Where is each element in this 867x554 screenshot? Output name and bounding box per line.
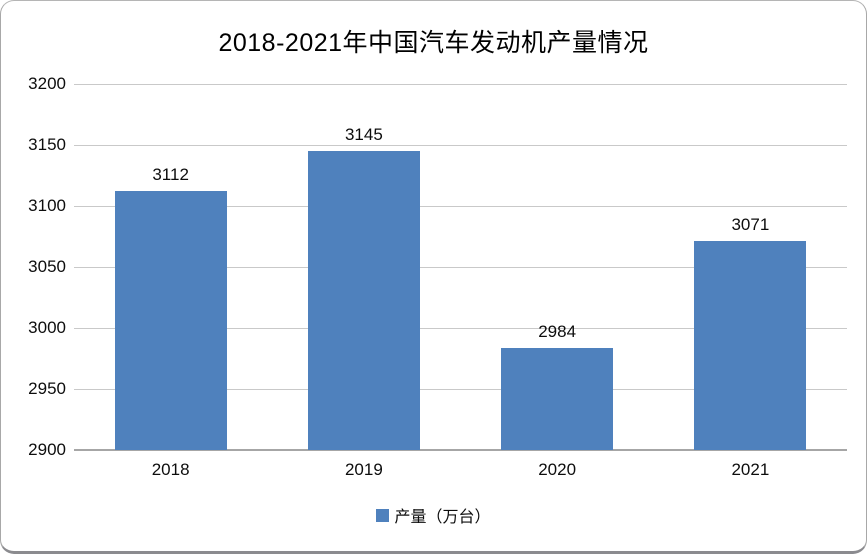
gridline: [74, 145, 847, 146]
legend-label: 产量（万台）: [394, 509, 491, 526]
bar-value-label: 3112: [152, 165, 189, 184]
gridline: [74, 389, 847, 390]
legend-marker-icon: [376, 508, 390, 522]
y-axis-tick-label: 2950: [28, 379, 66, 398]
y-axis-tick-label: 3000: [28, 318, 66, 337]
bar-2019: [307, 151, 420, 450]
bar-2018: [114, 191, 227, 450]
bar-value-label: 3145: [344, 125, 383, 144]
bar-2021: [694, 241, 807, 450]
x-axis-tick-label: 2018: [151, 460, 190, 479]
x-axis-tick-label: 2021: [731, 460, 770, 479]
gridline: [74, 84, 847, 85]
gridline: [74, 328, 847, 329]
y-axis-tick-label: 3100: [28, 196, 66, 215]
x-axis-tick-label: 2020: [538, 460, 577, 479]
y-axis-tick-label: 3150: [28, 135, 66, 154]
x-axis-line: [74, 449, 847, 451]
bar-value-label: 3071: [731, 215, 770, 234]
bar-value-label: 2984: [538, 322, 577, 341]
gridline: [74, 267, 847, 268]
y-axis-tick-label: 3050: [28, 257, 66, 276]
bar-2020: [501, 348, 614, 450]
chart-title: 2018-2021年中国汽车发动机产量情况: [218, 29, 649, 57]
x-axis-tick-label: 2019: [344, 460, 383, 479]
legend: 产量（万台）: [1, 503, 866, 527]
y-axis-tick-label: 2900: [28, 440, 66, 459]
plot-area: 3112 3145 2984 3071: [74, 84, 847, 451]
y-axis-tick-label: 3200: [28, 74, 66, 93]
gridline: [74, 206, 847, 207]
